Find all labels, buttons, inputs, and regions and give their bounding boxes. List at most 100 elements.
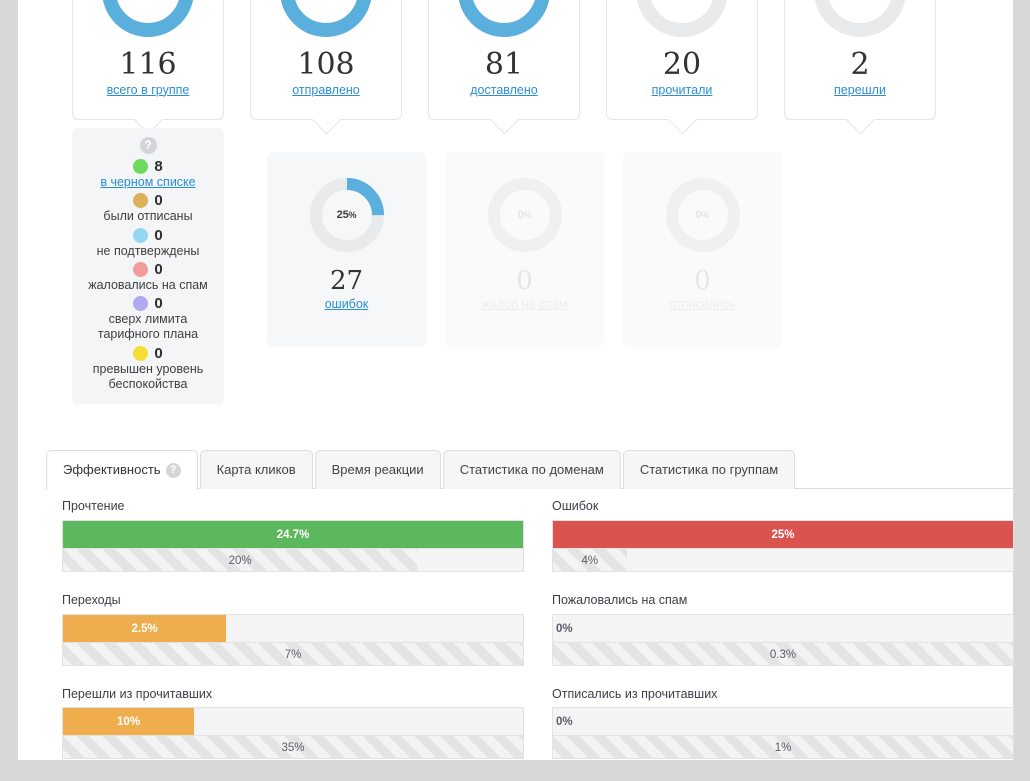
metric-average-bar: 4% xyxy=(552,547,1014,572)
metric-average-label: 0.3% xyxy=(769,648,797,661)
blacklist-item: 0 не подтверждены xyxy=(78,226,218,259)
stat-value: 116 xyxy=(119,47,177,82)
stat-link[interactable]: ошибок xyxy=(324,297,369,312)
status-dot-icon xyxy=(133,345,149,361)
metric-average-bar: 35% xyxy=(62,735,524,760)
status-dot-icon xyxy=(133,227,149,243)
tab-label: Время реакции xyxy=(331,462,424,477)
donut-chart: 100% xyxy=(280,0,372,37)
metric-average-label: 1% xyxy=(774,742,792,755)
tab-label: Эффективность xyxy=(63,462,161,477)
blacklist-label: не подтверждены xyxy=(96,243,200,258)
stat-value: 0 xyxy=(694,266,711,296)
blacklist-label: сверх лимита тарифного плана xyxy=(97,312,199,342)
stat-value: 2 xyxy=(850,47,870,82)
metric-average-fill xyxy=(63,736,523,759)
question-icon[interactable]: ? xyxy=(139,137,157,154)
blacklist-item: 0 были отписаны xyxy=(78,193,218,224)
metric-bar: 24.7% xyxy=(62,519,524,548)
metric-average-fill xyxy=(553,736,1013,759)
metric-average-bar: 20% xyxy=(62,547,524,572)
metric-average-fill xyxy=(553,642,1013,665)
metric-row: Ошибок 25% 4% xyxy=(552,499,1014,572)
metric-title: Пожаловались на спам xyxy=(552,592,688,607)
donut-chart: 0% xyxy=(665,178,740,252)
metric-bar: 2.5% xyxy=(62,613,524,642)
donut-chart xyxy=(102,0,194,37)
blacklist-item: 0 превышен уровень беспокойства xyxy=(78,344,218,393)
stat-value: 81 xyxy=(484,47,524,82)
tab-карта-кликов[interactable]: Карта кликов xyxy=(199,450,313,489)
metric-bar: 10% xyxy=(62,707,524,736)
stat-value: 108 xyxy=(297,47,355,82)
status-dot-icon xyxy=(133,159,149,174)
metric-value-label: 0% xyxy=(556,716,573,729)
donut-percent-label: 0% xyxy=(695,209,710,221)
metric-bar: 0% xyxy=(552,613,1014,642)
stat-link[interactable]: прочитали xyxy=(651,82,713,97)
tab-эффективность[interactable]: Эффективность? xyxy=(46,450,198,490)
stat-value: 27 xyxy=(329,266,364,296)
metrics-column-left: Прочтение 24.7% 20% Переходы 2.5% 7% Перешли и… xyxy=(62,499,524,781)
blacklist-label: превышен уровень беспокойства xyxy=(92,361,204,391)
metric-average-fill xyxy=(63,642,523,665)
donut-chart: 24.7% xyxy=(636,0,728,37)
secondary-stat-card: 25% 27 ошибок xyxy=(267,152,426,347)
tab-время-реакции[interactable]: Время реакции xyxy=(314,450,441,489)
blacklist-count: 0 xyxy=(154,344,163,362)
metric-value-label: 25% xyxy=(771,528,795,541)
metrics-column-right: Ошибок 25% 4% Пожаловались на спам 0% 0.3% Отп… xyxy=(552,499,1014,781)
metric-title: Ошибок xyxy=(552,499,599,513)
metric-average-label: 4% xyxy=(581,554,599,567)
stat-value: 20 xyxy=(662,47,702,82)
metric-value-label: 2.5% xyxy=(131,622,158,635)
tab-label: Карта кликов xyxy=(216,462,296,477)
tab-статистика-по-доменам[interactable]: Статистика по доменам xyxy=(442,450,621,489)
blacklist-count: 0 xyxy=(154,295,163,312)
metric-row: Пожаловались на спам 0% 0.3% xyxy=(552,592,1014,666)
metric-value-label: 0% xyxy=(556,622,573,635)
stat-link[interactable]: перешли xyxy=(834,82,886,97)
metric-average-fill xyxy=(63,548,418,571)
stat-link[interactable]: жалоб на спам xyxy=(481,297,568,312)
question-icon[interactable]: ? xyxy=(165,462,181,478)
metric-average-label: 35% xyxy=(281,742,305,755)
status-dot-icon xyxy=(133,261,149,277)
metric-title: Перешли из прочитавших xyxy=(62,686,213,701)
stat-link[interactable]: отписались xyxy=(669,297,736,312)
blacklist-count: 0 xyxy=(154,192,163,210)
donut-chart: 0% xyxy=(487,178,562,252)
stat-link[interactable]: доставлено xyxy=(470,82,538,97)
metric-average-label: 20% xyxy=(228,554,252,567)
metric-bar: 0% xyxy=(552,707,1014,736)
metric-row: Перешли из прочитавших 10% 35% xyxy=(62,686,524,760)
stat-link[interactable]: отправлено xyxy=(292,82,360,97)
metric-bar-fill xyxy=(63,708,195,736)
metric-row: Прочтение 24.7% 20% xyxy=(62,499,524,572)
metric-average-bar: 7% xyxy=(62,641,524,666)
donut-chart: 75% xyxy=(458,0,550,37)
donut-chart: 25% xyxy=(309,178,384,252)
status-dot-icon xyxy=(133,193,149,209)
metric-value-label: 24.7% xyxy=(276,528,310,541)
blacklist-item: 0 сверх лимита тарифного плана xyxy=(78,296,218,343)
tab-label: Статистика по группам xyxy=(639,462,779,477)
blacklist-count: 8 xyxy=(154,158,163,175)
statistics-tabs: Эффективность? Карта кликов Время реакции С… xyxy=(46,450,1013,490)
blacklist-label: жаловались на спам xyxy=(88,277,208,292)
tab-статистика-по-группам[interactable]: Статистика по группам xyxy=(622,450,796,489)
blacklist-count: 0 xyxy=(154,226,163,244)
secondary-stat-card: 0% 0 жалоб на спам xyxy=(445,152,604,347)
metric-title: Переходы xyxy=(62,592,121,607)
metric-average-label: 7% xyxy=(284,648,302,661)
stat-card: 116 всего в группе xyxy=(72,0,224,120)
blacklist-label[interactable]: в черном списке xyxy=(100,175,196,189)
metric-bar-fill xyxy=(63,520,523,548)
stat-link[interactable]: всего в группе xyxy=(106,82,190,97)
